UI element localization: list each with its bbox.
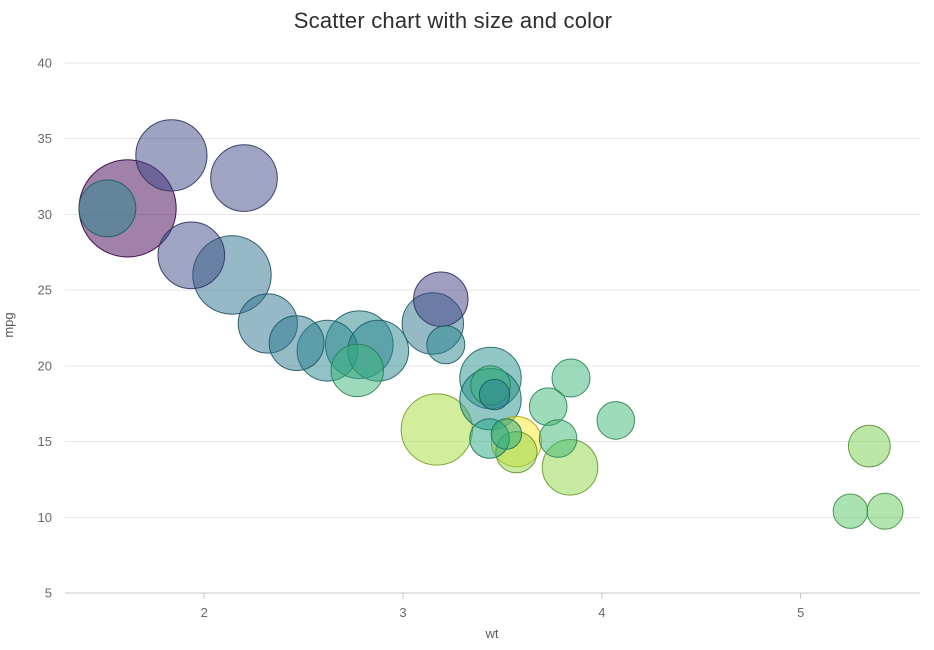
y-tick-label: 25: [38, 283, 52, 298]
bubble-layer: [78, 119, 904, 530]
y-tick-label: 30: [38, 207, 52, 222]
bubble[interactable]: [538, 419, 578, 458]
chart-title: Scatter chart with size and color: [294, 8, 612, 33]
bubble[interactable]: [210, 144, 278, 212]
y-tick-label: 35: [38, 131, 52, 146]
y-tick-label: 10: [38, 510, 52, 525]
bubble[interactable]: [551, 358, 591, 398]
bubble[interactable]: [490, 418, 523, 450]
x-tick-label: 3: [399, 605, 406, 620]
bubble[interactable]: [157, 221, 226, 290]
y-tick-label: 40: [38, 56, 52, 71]
y-axis-label: mpg: [1, 312, 16, 337]
bubble[interactable]: [847, 424, 891, 468]
x-axis-label: wt: [485, 626, 499, 641]
bubble[interactable]: [78, 179, 137, 238]
bubble[interactable]: [866, 492, 904, 530]
axis-layer: 5 10 15 20 25 30 35 40 2 3 4 5: [38, 56, 805, 621]
y-tick-label: 5: [45, 586, 52, 601]
bubble[interactable]: [268, 315, 325, 372]
bubble[interactable]: [478, 378, 511, 411]
bubble[interactable]: [426, 325, 466, 365]
bubble[interactable]: [330, 343, 384, 398]
bubble[interactable]: [135, 119, 208, 192]
y-tick-label: 15: [38, 434, 52, 449]
x-tick-label: 4: [598, 605, 605, 620]
bubble[interactable]: [832, 493, 869, 529]
bubble[interactable]: [413, 271, 469, 327]
x-tick-label: 5: [797, 605, 804, 620]
x-tick-label: 2: [201, 605, 208, 620]
y-tick-label: 20: [38, 358, 52, 373]
bubble[interactable]: [596, 401, 636, 440]
